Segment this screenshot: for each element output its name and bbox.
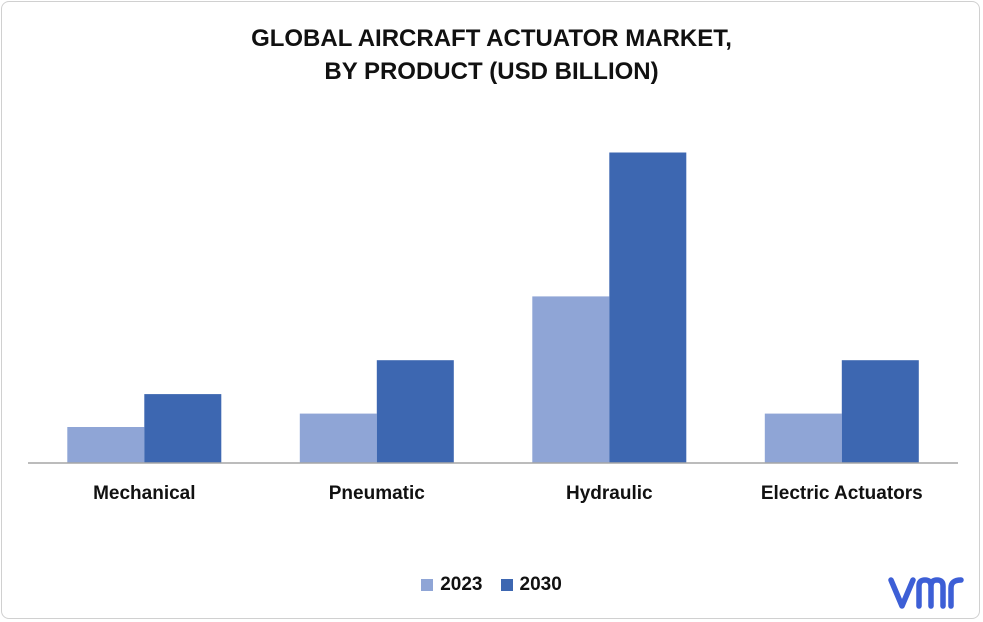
- legend-label-2030: 2030: [519, 574, 562, 595]
- legend-label-2023: 2023: [440, 574, 483, 595]
- category-label-mechanical: Mechanical: [93, 483, 195, 504]
- bar-pneumatic-2023: [299, 413, 377, 463]
- category-label-electric-actuators: Electric Actuators: [761, 483, 923, 504]
- vmr-logo-icon: [888, 577, 964, 609]
- legend-swatch-2023: [421, 579, 434, 591]
- bar-mechanical-2030: [144, 394, 222, 463]
- bar-hydraulic-2030: [609, 152, 687, 463]
- bar-mechanical-2023: [67, 427, 145, 463]
- chart-title-line-2: BY PRODUCT (USD BILLION): [324, 58, 659, 85]
- legend-item-2030: 2030: [500, 574, 562, 596]
- category-label-hydraulic: Hydraulic: [566, 483, 653, 504]
- legend-swatch-2030: [500, 579, 513, 591]
- legend-item-2023: 2023: [421, 574, 483, 596]
- category-label-pneumatic: Pneumatic: [329, 483, 426, 504]
- bar-electric-actuators-2023: [764, 413, 842, 463]
- bar-hydraulic-2023: [532, 296, 610, 463]
- bar-pneumatic-2030: [376, 360, 454, 463]
- bar-electric-actuators-2030: [841, 360, 919, 463]
- legend: 2023 2030: [0, 574, 983, 596]
- chart-title: GLOBAL AIRCRAFT ACTUATOR MARKET, BY PROD…: [0, 22, 983, 88]
- chart-title-line-1: GLOBAL AIRCRAFT ACTUATOR MARKET,: [251, 25, 732, 52]
